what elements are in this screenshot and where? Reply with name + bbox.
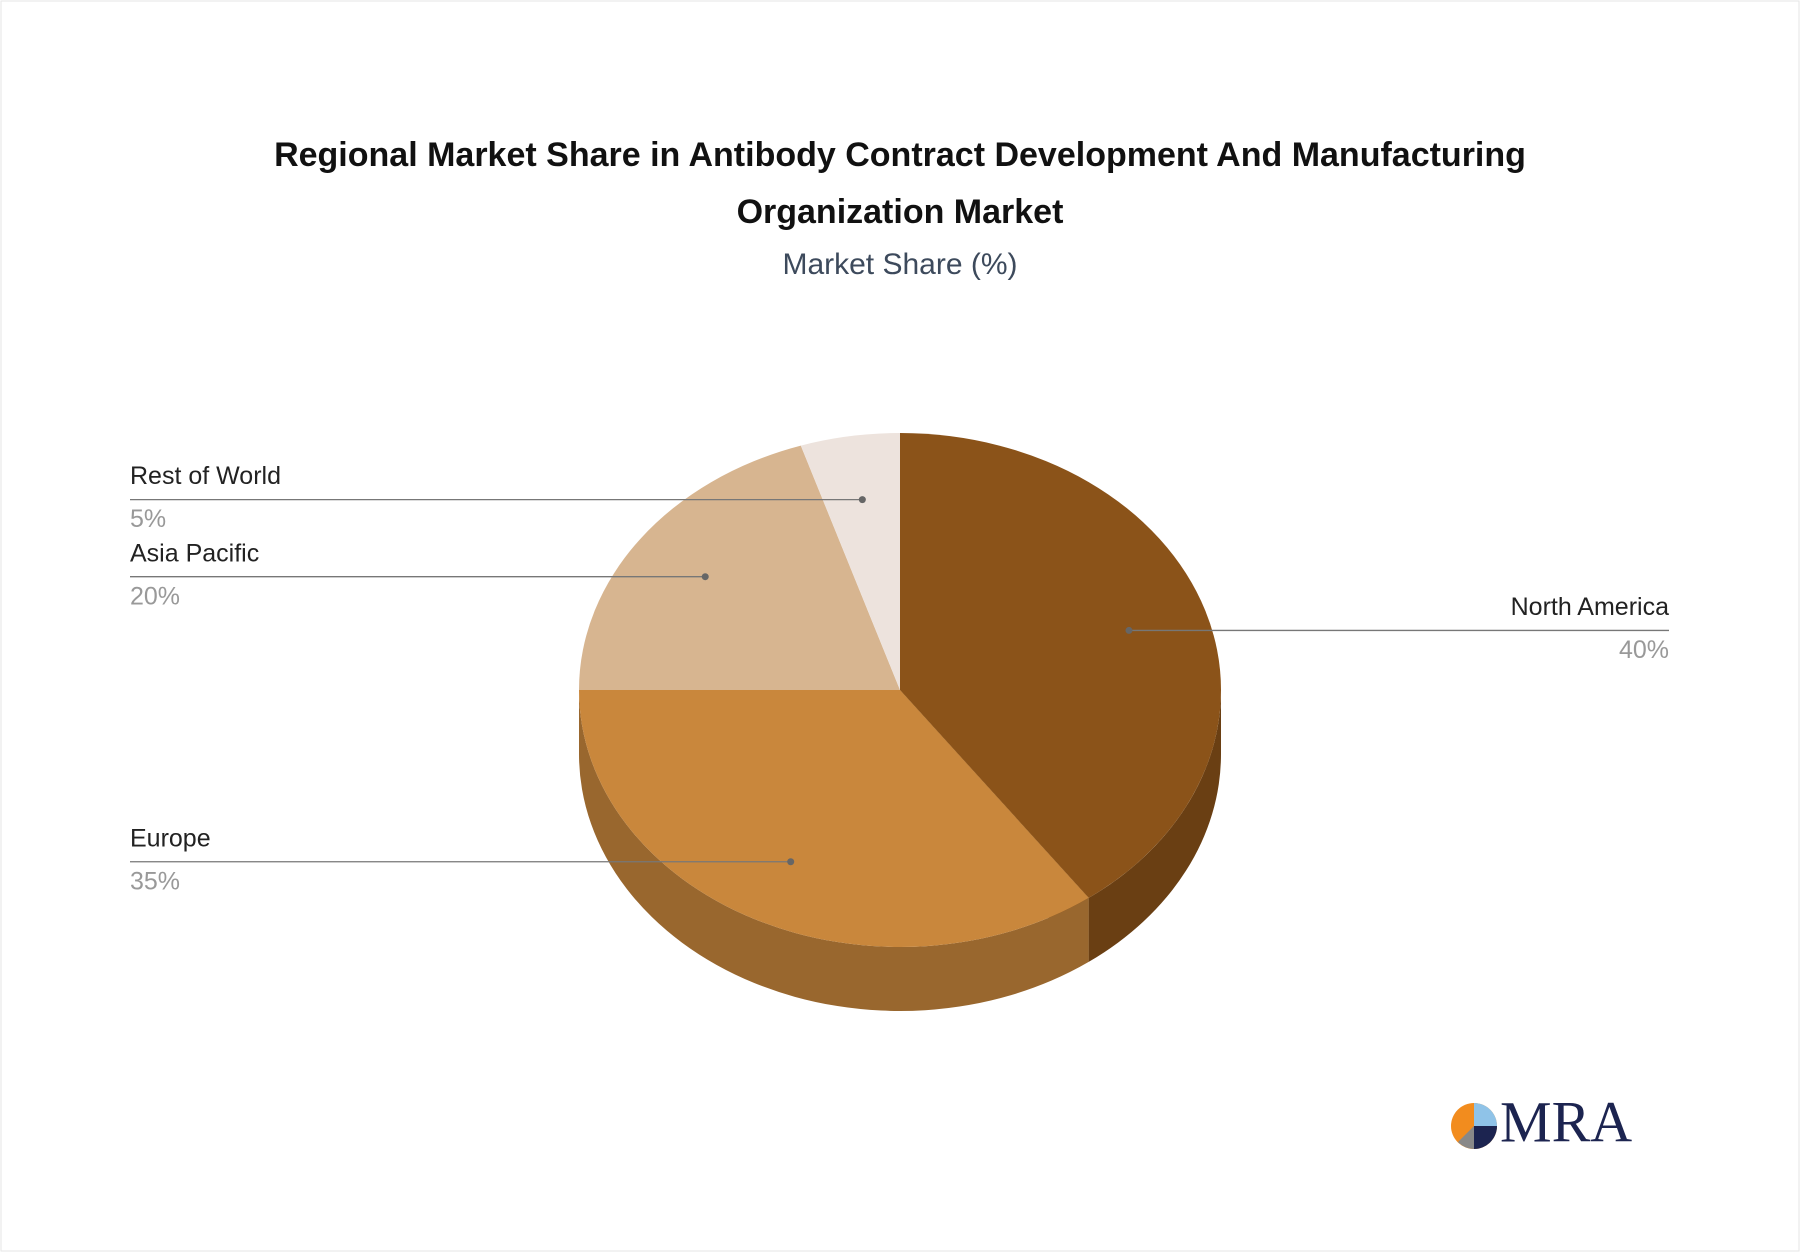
slice-value: 5% xyxy=(130,505,166,533)
leader-dot xyxy=(787,858,795,866)
slice xyxy=(579,690,1089,947)
leader-dot xyxy=(858,496,866,504)
logo: MRA xyxy=(1451,1089,1632,1154)
logo-icon xyxy=(1474,1103,1497,1126)
leader-dot xyxy=(1125,626,1133,634)
logo-icon xyxy=(1474,1126,1497,1149)
slice-label: North America xyxy=(1511,593,1669,621)
slice-side xyxy=(579,690,1089,1011)
slice xyxy=(800,433,900,690)
slice-side xyxy=(1088,690,1221,962)
slice-label: Europe xyxy=(130,824,211,852)
chart-title: Regional Market Share in Antibody Contra… xyxy=(274,136,1526,174)
slice-value: 20% xyxy=(130,582,180,610)
slice xyxy=(900,433,1222,898)
logo-icon xyxy=(1458,1126,1474,1149)
leader-dot xyxy=(701,573,709,581)
chart-subtitle: Market Share (%) xyxy=(782,248,1017,281)
slice-value: 40% xyxy=(1619,636,1669,664)
slice-value: 35% xyxy=(130,867,180,895)
slice-label: Rest of World xyxy=(130,462,281,490)
slice xyxy=(579,445,900,690)
chart-title: Organization Market xyxy=(737,193,1064,231)
brand: MRA xyxy=(1500,1089,1632,1154)
slice-label: Asia Pacific xyxy=(130,539,259,567)
